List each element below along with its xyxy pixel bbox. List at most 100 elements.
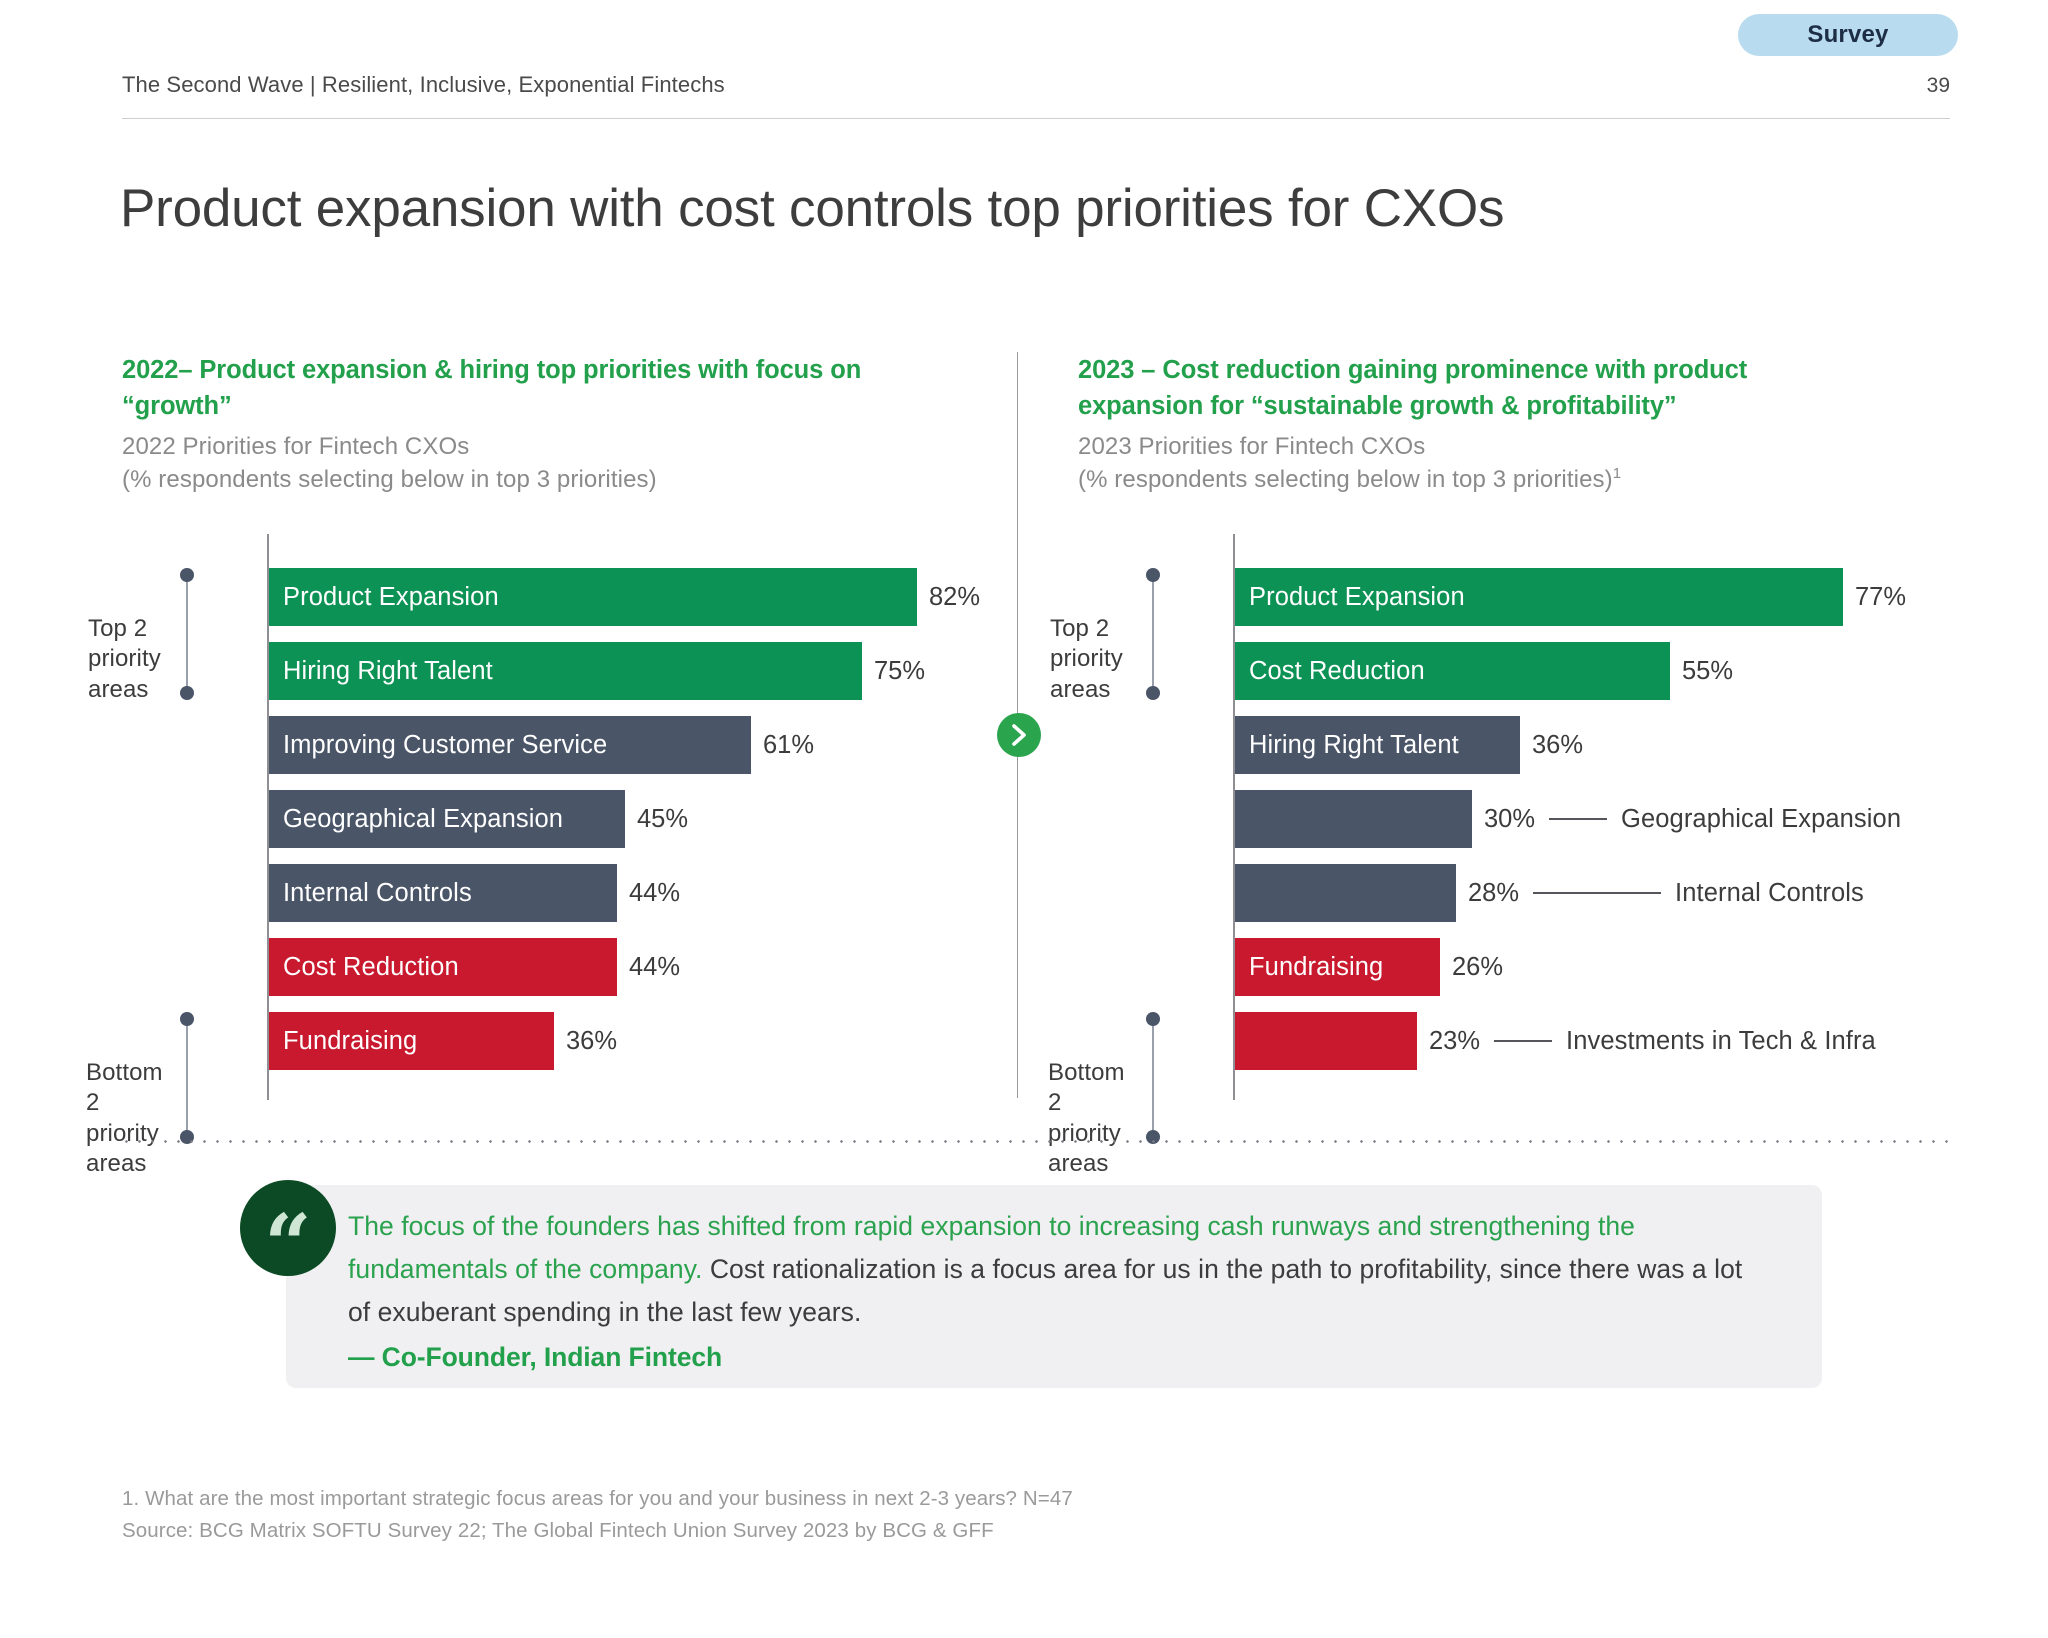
chevron-right-icon (997, 713, 1041, 757)
footnote-marker: 1 (1612, 464, 1622, 482)
bar-outer-label: Internal Controls (1675, 878, 1864, 907)
panel-2022-heading: 2022– Product expansion & hiring top pri… (122, 356, 862, 421)
survey-badge-label: Survey (1807, 21, 1889, 48)
footnote-line-2: Source: BCG Matrix SOFTU Survey 22; The … (122, 1519, 994, 1543)
bar-value: 45% (637, 804, 689, 833)
quote-mark-glyph: “ (264, 1197, 312, 1293)
bar-value: 77% (1855, 582, 1907, 611)
survey-badge: Survey (1738, 14, 1958, 56)
bar: Product Expansion (269, 568, 917, 626)
bar: Improving Customer Service (269, 716, 751, 774)
bar-value: 44% (629, 878, 681, 907)
page-number: 39 (1926, 74, 1950, 97)
bar-label: Fundraising (283, 1026, 418, 1055)
bar-row: Product Expansion 77% (1235, 568, 1906, 626)
chart-axis (267, 534, 269, 1100)
bar-row: 23% Investments in Tech & Infra (1235, 1012, 1906, 1070)
bar-value: 82% (929, 582, 981, 611)
bar-row: Cost Reduction 55% (1235, 642, 1906, 700)
bar-value: 36% (566, 1026, 618, 1055)
quote-highlight: The focus of the founders has shifted fr… (348, 1211, 1635, 1284)
bar-row: Geographical Expansion 45% (269, 790, 980, 848)
bar-label: Improving Customer Service (283, 730, 608, 759)
quote-text: The focus of the founders has shifted fr… (348, 1205, 1768, 1334)
bar: Product Expansion (1235, 568, 1843, 626)
bar-label: Cost Reduction (283, 952, 459, 981)
bar-row: Fundraising 26% (1235, 938, 1906, 996)
bar-value: 26% (1452, 952, 1504, 981)
bar: Geographical Expansion (269, 790, 625, 848)
leader-line (1494, 1040, 1553, 1042)
bar (1235, 864, 1456, 922)
bracket-dot-bottom (1146, 686, 1160, 700)
leader-line (1549, 818, 1608, 820)
panel-2023-subtitle: 2023 Priorities for Fintech CXOs (1078, 432, 1426, 460)
bar-value: 36% (1532, 730, 1584, 759)
bar-outer-label: Investments in Tech & Infra (1566, 1026, 1876, 1055)
bar: Internal Controls (269, 864, 617, 922)
bar-value: 30% (1484, 804, 1536, 833)
bar-row: Hiring Right Talent 75% (269, 642, 980, 700)
bracket-label-text: Bottom 2 priority areas (86, 1059, 163, 1177)
bar-value: 28% (1468, 878, 1520, 907)
bracket-label-top-2-right: Top 2 priority areas (1050, 584, 1123, 705)
bar-row: Improving Customer Service 61% (269, 716, 980, 774)
bar-label: Hiring Right Talent (283, 656, 493, 685)
bar-row: Internal Controls 44% (269, 864, 980, 922)
quote-mark-icon: “ (240, 1180, 336, 1286)
panel-2023-heading: 2023 – Cost reduction gaining prominence… (1078, 356, 1748, 421)
bar: Hiring Right Talent (269, 642, 862, 700)
bar-list-2022: Product Expansion 82% Hiring Right Talen… (269, 568, 980, 1086)
page-title: Product expansion with cost controls top… (120, 178, 1505, 238)
bar-label: Cost Reduction (1249, 656, 1425, 685)
bar-value: 23% (1429, 1026, 1481, 1055)
panel-2023-header: 2023 – Cost reduction gaining prominence… (1078, 352, 1978, 496)
document-breadcrumb: The Second Wave | Resilient, Inclusive, … (122, 72, 725, 97)
bar-row: 30% Geographical Expansion (1235, 790, 1906, 848)
bracket-label-text: Bottom 2 priority areas (1048, 1059, 1125, 1177)
bar-row: 28% Internal Controls (1235, 864, 1906, 922)
bracket-bottom-2-left (180, 1012, 194, 1144)
bar-row: Cost Reduction 44% (269, 938, 980, 996)
bracket-dot-top (180, 568, 194, 582)
quote-card (286, 1185, 1822, 1388)
bar-row: Hiring Right Talent 36% (1235, 716, 1906, 774)
bracket-stem (1152, 575, 1154, 693)
bar: Cost Reduction (1235, 642, 1670, 700)
panel-2023-note: (% respondents selecting below in top 3 … (1078, 464, 1978, 497)
bar (1235, 790, 1472, 848)
bar-row: Product Expansion 82% (269, 568, 980, 626)
bar: Fundraising (269, 1012, 554, 1070)
bar (1235, 1012, 1417, 1070)
bar-value: 55% (1682, 656, 1734, 685)
bar-value: 61% (763, 730, 815, 759)
bar-list-2023: Product Expansion 77% Cost Reduction 55%… (1235, 568, 1906, 1086)
leader-line (1533, 892, 1662, 894)
panel-2022-header: 2022– Product expansion & hiring top pri… (122, 352, 1002, 496)
quote-rest: Cost rationalization is a focus area for… (348, 1253, 1743, 1327)
footnotes: 1. What are the most important strategic… (122, 1483, 1073, 1548)
panel-2023-note-text: (% respondents selecting below in top 3 … (1078, 465, 1613, 493)
bar: Cost Reduction (269, 938, 617, 996)
bracket-top-2-right (1146, 568, 1160, 700)
header-row: The Second Wave | Resilient, Inclusive, … (122, 72, 1950, 98)
bracket-label-top-2-left: Top 2 priority areas (88, 584, 161, 705)
bracket-dot-top (1146, 1012, 1160, 1026)
bar-label: Fundraising (1249, 952, 1384, 981)
bar-row: Fundraising 36% (269, 1012, 980, 1070)
bracket-stem (1152, 1019, 1154, 1137)
bar: Hiring Right Talent (1235, 716, 1520, 774)
bar-label: Internal Controls (283, 878, 472, 907)
bar-label: Product Expansion (1249, 582, 1465, 611)
bracket-top-2-left (180, 568, 194, 700)
bracket-label-bottom-2-right: Bottom 2 priority areas (1048, 1028, 1125, 1179)
footnote-line-1: 1. What are the most important strategic… (122, 1487, 1073, 1510)
bar-label: Product Expansion (283, 582, 499, 611)
bar-label: Geographical Expansion (283, 804, 564, 833)
bracket-dot-top (1146, 568, 1160, 582)
bar-value: 44% (629, 952, 681, 981)
bar-value: 75% (874, 656, 926, 685)
bracket-dot-bottom (180, 686, 194, 700)
bar: Fundraising (1235, 938, 1440, 996)
bracket-dot-top (180, 1012, 194, 1026)
